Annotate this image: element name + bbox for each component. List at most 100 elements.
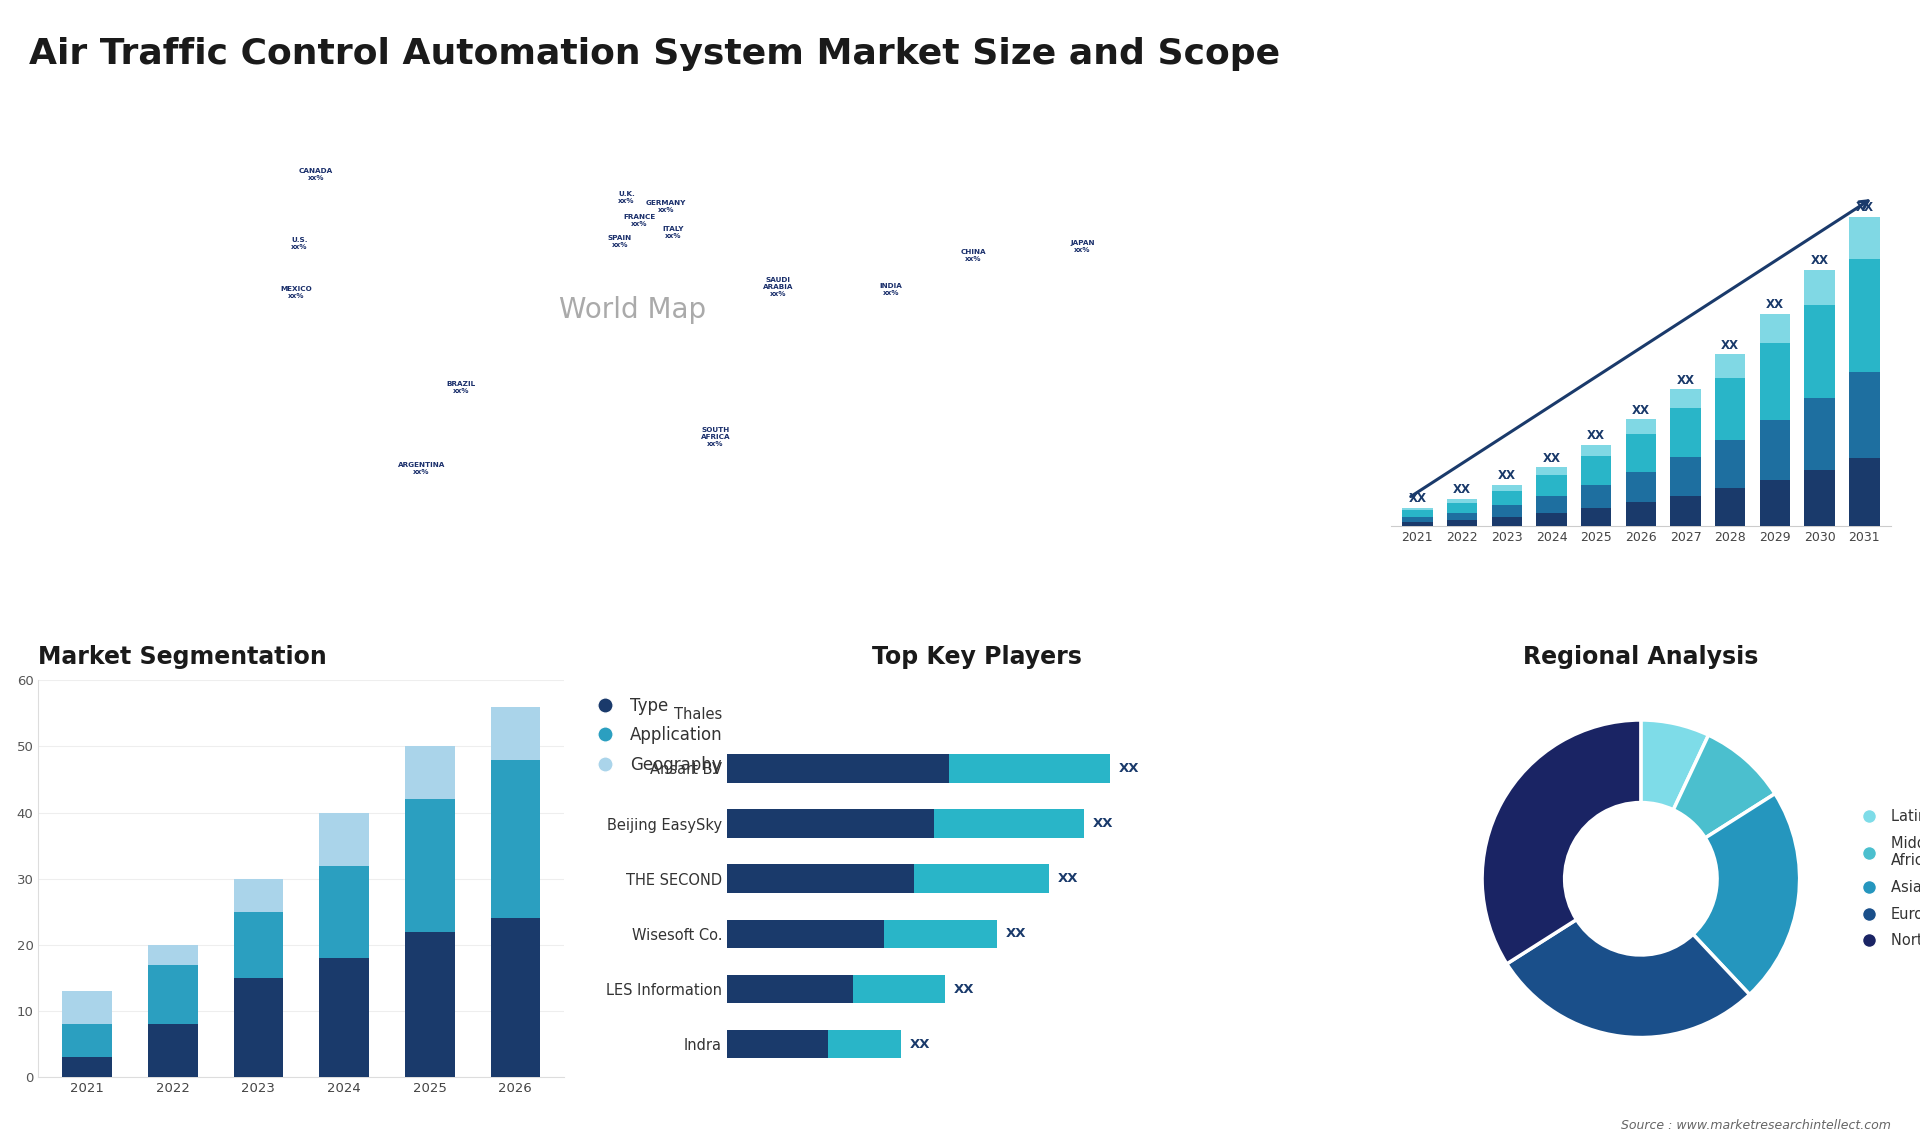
Text: XX: XX	[1720, 339, 1740, 352]
Bar	[61, 1058, 111, 1077]
Bar	[148, 945, 198, 965]
Bar	[1849, 259, 1880, 372]
Bar	[1849, 372, 1880, 458]
Bar	[61, 991, 111, 1025]
Bar	[148, 965, 198, 1025]
Bar	[1849, 217, 1880, 259]
Text: XX: XX	[1811, 254, 1828, 267]
Bar	[61, 1025, 111, 1058]
Text: XX: XX	[1453, 484, 1471, 496]
Text: ITALY
xx%: ITALY xx%	[662, 226, 684, 240]
Text: XX: XX	[1058, 872, 1079, 885]
Bar	[1670, 390, 1701, 408]
Bar	[1492, 505, 1523, 517]
Bar	[1536, 468, 1567, 476]
Bar	[933, 809, 1085, 838]
Bar	[490, 760, 540, 918]
Bar	[1402, 510, 1432, 517]
Bar	[1715, 440, 1745, 488]
Bar	[914, 864, 1048, 893]
Bar	[1402, 508, 1432, 510]
Bar	[319, 813, 369, 865]
Bar	[828, 1030, 900, 1059]
Bar	[1536, 496, 1567, 512]
Text: SOUTH
AFRICA
xx%: SOUTH AFRICA xx%	[701, 426, 730, 447]
Bar	[883, 919, 996, 948]
Wedge shape	[1507, 919, 1749, 1037]
Text: XX: XX	[1766, 298, 1784, 312]
Bar	[234, 978, 284, 1077]
Wedge shape	[1693, 794, 1799, 995]
Bar	[1670, 408, 1701, 457]
Text: XX: XX	[954, 982, 973, 996]
Bar	[1849, 458, 1880, 526]
Text: CANADA
xx%: CANADA xx%	[300, 168, 332, 181]
Bar	[1448, 520, 1476, 526]
Bar	[1580, 456, 1611, 485]
Text: XX: XX	[1855, 202, 1874, 214]
Bar	[490, 707, 540, 760]
Bar	[728, 1030, 828, 1059]
Bar	[234, 879, 284, 912]
Text: XX: XX	[1542, 452, 1561, 464]
Bar	[1626, 434, 1657, 472]
Bar	[148, 1025, 198, 1077]
Bar	[1670, 496, 1701, 526]
Bar	[1448, 512, 1476, 520]
Bar	[728, 975, 852, 1004]
Bar	[728, 919, 883, 948]
Bar	[1805, 269, 1836, 305]
Bar	[1761, 343, 1789, 421]
Text: CHINA
xx%: CHINA xx%	[960, 249, 987, 262]
Bar	[728, 754, 948, 783]
Bar	[234, 912, 284, 978]
Bar	[1402, 521, 1432, 526]
Bar	[1715, 378, 1745, 440]
Text: XX: XX	[1498, 469, 1515, 482]
Text: XX: XX	[1006, 927, 1025, 941]
Text: XX: XX	[1119, 762, 1139, 775]
Text: Air Traffic Control Automation System Market Size and Scope: Air Traffic Control Automation System Ma…	[29, 37, 1281, 71]
Title: Regional Analysis: Regional Analysis	[1523, 644, 1759, 668]
Text: XX: XX	[1092, 817, 1114, 830]
Text: MEXICO
xx%: MEXICO xx%	[280, 286, 311, 299]
Bar	[1761, 421, 1789, 479]
Circle shape	[1565, 802, 1716, 955]
Text: Market Segmentation: Market Segmentation	[38, 644, 326, 668]
Bar	[1626, 419, 1657, 434]
Text: FRANCE
xx%: FRANCE xx%	[624, 214, 657, 227]
Text: BRAZIL
xx%: BRAZIL xx%	[447, 382, 476, 394]
Text: XX: XX	[910, 1037, 931, 1051]
Bar	[1805, 399, 1836, 470]
Text: ARGENTINA
xx%: ARGENTINA xx%	[397, 462, 445, 474]
Text: Source : www.marketresearchintellect.com: Source : www.marketresearchintellect.com	[1620, 1120, 1891, 1132]
Bar	[1805, 470, 1836, 526]
Wedge shape	[1642, 720, 1709, 810]
Bar	[1580, 508, 1611, 526]
Bar	[1492, 490, 1523, 505]
Text: INDIA
xx%: INDIA xx%	[879, 283, 902, 297]
Bar	[1492, 485, 1523, 490]
Bar	[405, 746, 455, 800]
Bar	[948, 754, 1110, 783]
Bar	[728, 864, 914, 893]
Text: XX: XX	[1409, 493, 1427, 505]
Bar	[490, 918, 540, 1077]
Bar	[319, 958, 369, 1077]
Bar	[1761, 314, 1789, 343]
Bar	[1715, 488, 1745, 526]
Bar	[1761, 479, 1789, 526]
Text: XX: XX	[1676, 374, 1695, 386]
Bar	[1805, 305, 1836, 399]
Bar	[1536, 476, 1567, 496]
Text: U.K.
xx%: U.K. xx%	[618, 191, 636, 204]
Bar	[852, 975, 945, 1004]
Bar	[1448, 503, 1476, 512]
Legend: Latin America, Middle East &
Africa, Asia Pacific, Europe, North America: Latin America, Middle East & Africa, Asi…	[1855, 809, 1920, 948]
Text: GERMANY
xx%: GERMANY xx%	[645, 201, 685, 213]
Wedge shape	[1482, 720, 1642, 964]
Bar	[405, 932, 455, 1077]
Text: SPAIN
xx%: SPAIN xx%	[609, 235, 632, 248]
Bar	[728, 809, 933, 838]
Text: World Map: World Map	[559, 296, 707, 324]
